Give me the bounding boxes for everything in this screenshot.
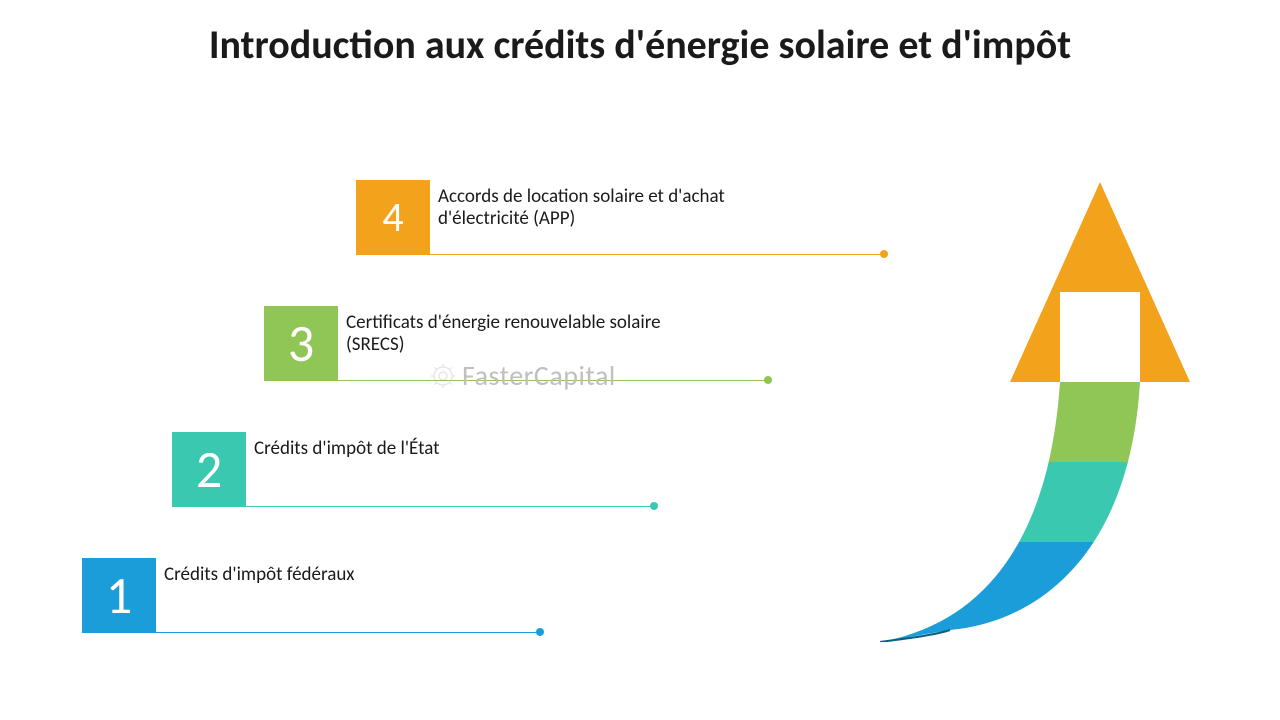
underline-2 [172, 506, 654, 507]
line-dot-2 [650, 502, 658, 510]
item-label-1: Crédits d'impôt fédéraux [156, 558, 355, 586]
item-label-2: Crédits d'impôt de l'État [246, 432, 440, 460]
list-item-4: 4 Accords de location solaire et d'achat… [356, 180, 790, 254]
list-item-2: 2 Crédits d'impôt de l'État [172, 432, 440, 506]
item-label-3: Certificats d'énergie renouvelable solai… [338, 306, 698, 356]
watermark: FasterCapital [428, 358, 616, 393]
list-item-1: 1 Crédits d'impôt fédéraux [82, 558, 355, 632]
item-label-4: Accords de location solaire et d'achat d… [430, 180, 790, 230]
number-box-1: 1 [82, 558, 156, 632]
number-box-3: 3 [264, 306, 338, 380]
gear-icon [428, 361, 458, 391]
number-box-4: 4 [356, 180, 430, 254]
line-dot-3 [764, 376, 772, 384]
number-box-2: 2 [172, 432, 246, 506]
curved-arrow [880, 172, 1200, 642]
watermark-text: FasterCapital [462, 358, 616, 393]
underline-4 [356, 254, 884, 255]
line-dot-1 [536, 628, 544, 636]
underline-1 [82, 632, 540, 633]
page-title: Introduction aux crédits d'énergie solai… [0, 20, 1280, 69]
